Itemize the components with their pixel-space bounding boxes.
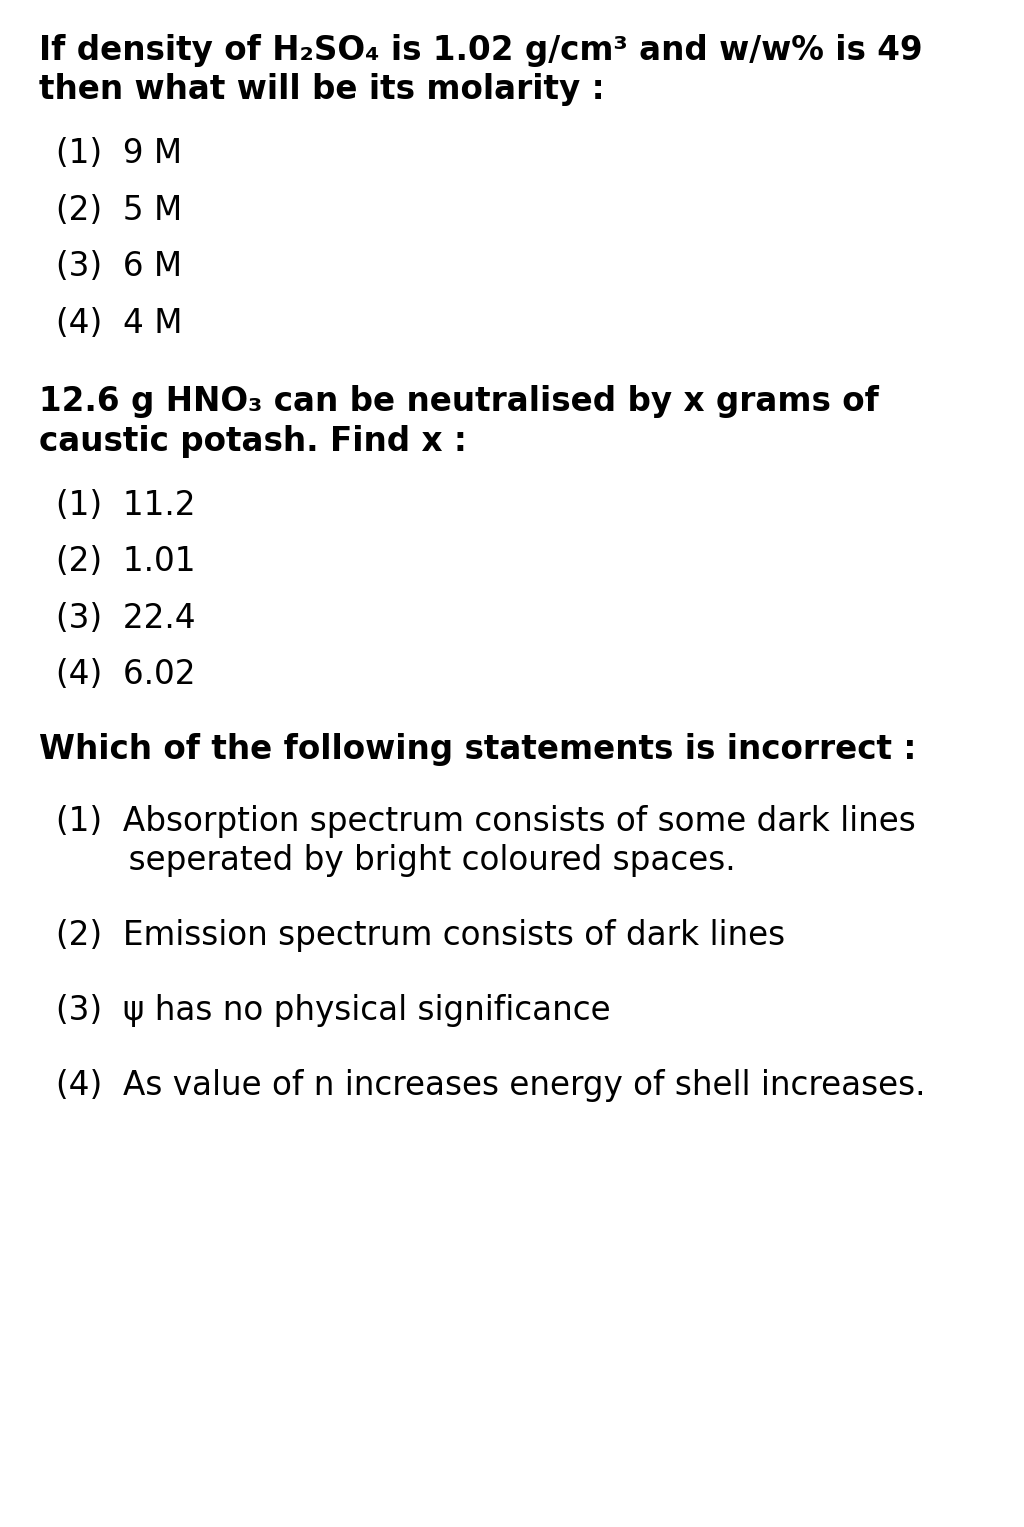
Text: caustic potash. Find x :: caustic potash. Find x : [39, 425, 467, 458]
Text: seperated by bright coloured spaces.: seperated by bright coloured spaces. [56, 844, 736, 878]
Text: (1)  Absorption spectrum consists of some dark lines: (1) Absorption spectrum consists of some… [56, 805, 916, 838]
Text: If density of H₂SO₄ is 1.02 g/cm³ and w/w% is 49: If density of H₂SO₄ is 1.02 g/cm³ and w/… [39, 34, 923, 67]
Text: 12.6 g HNO₃ can be neutralised by x grams of: 12.6 g HNO₃ can be neutralised by x gram… [39, 385, 879, 418]
Text: (3)  6 M: (3) 6 M [56, 250, 182, 284]
Text: Which of the following statements is incorrect :: Which of the following statements is inc… [39, 733, 916, 767]
Text: then what will be its molarity :: then what will be its molarity : [39, 73, 604, 107]
Text: (4)  4 M: (4) 4 M [56, 307, 182, 341]
Text: (3)  ψ has no physical significance: (3) ψ has no physical significance [56, 994, 611, 1028]
Text: (2)  5 M: (2) 5 M [56, 194, 182, 228]
Text: (1)  11.2: (1) 11.2 [56, 489, 196, 522]
Text: (4)  6.02: (4) 6.02 [56, 658, 196, 692]
Text: (3)  22.4: (3) 22.4 [56, 602, 196, 635]
Text: (2)  Emission spectrum consists of dark lines: (2) Emission spectrum consists of dark l… [56, 919, 785, 953]
Text: (1)  9 M: (1) 9 M [56, 137, 182, 171]
Text: (4)  As value of n increases energy of shell increases.: (4) As value of n increases energy of sh… [56, 1069, 926, 1102]
Text: (2)  1.01: (2) 1.01 [56, 545, 196, 579]
